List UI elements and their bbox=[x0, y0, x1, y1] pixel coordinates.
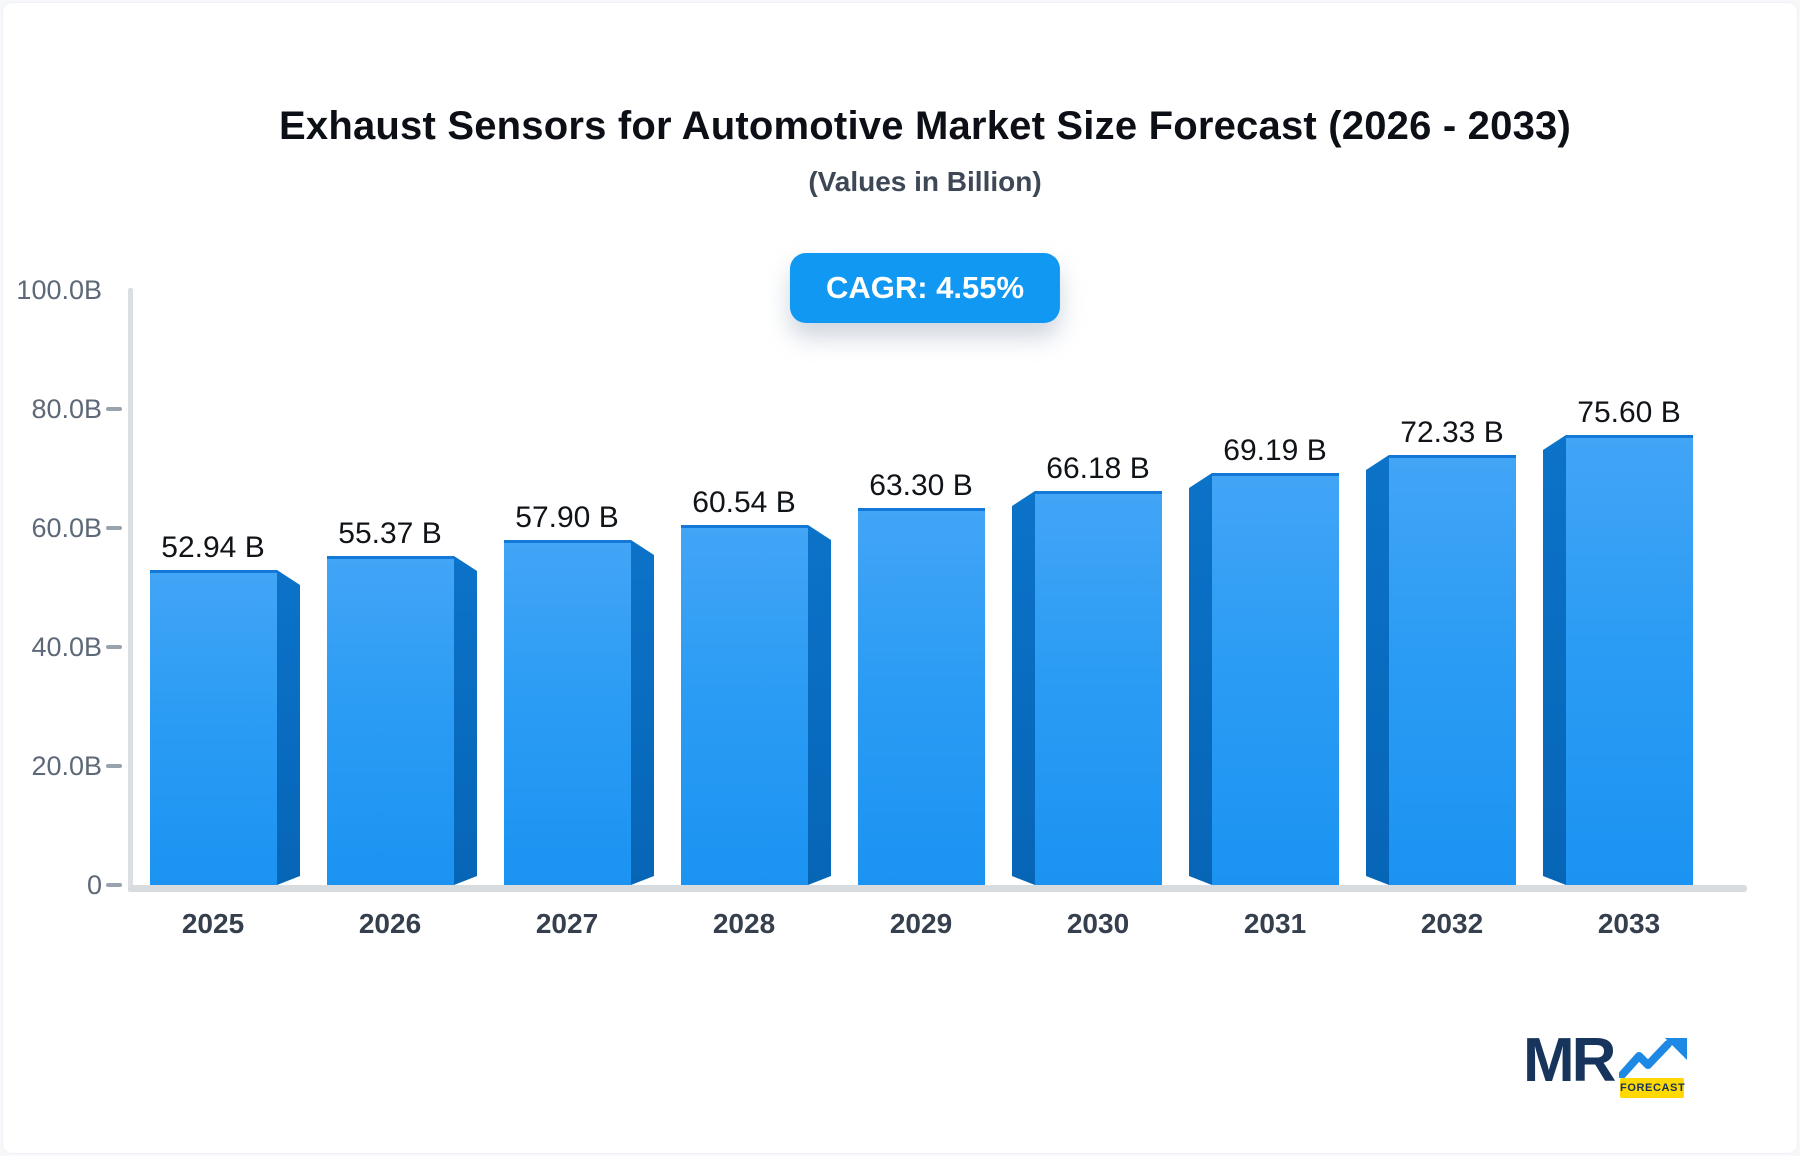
bar-side-face bbox=[631, 540, 654, 885]
bar-value-label: 63.30 B bbox=[869, 469, 973, 502]
bar-side-face bbox=[808, 525, 831, 885]
bar-2025[interactable] bbox=[150, 570, 277, 885]
y-axis-tick bbox=[106, 526, 122, 530]
y-axis-tick bbox=[106, 883, 122, 887]
bar-value-label: 57.90 B bbox=[515, 501, 619, 534]
y-axis-label: 0 bbox=[86, 870, 102, 900]
y-axis-label: 100.0B bbox=[16, 275, 102, 305]
bar-2033[interactable] bbox=[1566, 435, 1693, 885]
bar-2028[interactable] bbox=[681, 525, 808, 885]
bar-2031[interactable] bbox=[1212, 473, 1339, 885]
brand-logo[interactable]: MR FORECAST bbox=[1523, 1028, 1698, 1102]
chart-subtitle: (Values in Billion) bbox=[808, 166, 1042, 197]
logo-trend-arrow-icon bbox=[1619, 1038, 1687, 1078]
y-axis-tick bbox=[106, 407, 122, 411]
bar-2032[interactable] bbox=[1389, 455, 1516, 885]
y-axis-label: 20.0B bbox=[31, 751, 102, 781]
bar-2026[interactable] bbox=[327, 556, 454, 885]
y-axis-line bbox=[128, 288, 133, 892]
x-axis-label-2032: 2032 bbox=[1420, 908, 1484, 939]
bar-value-label: 52.94 B bbox=[161, 531, 265, 564]
bar-side-face bbox=[454, 556, 477, 885]
y-axis-tick bbox=[106, 764, 122, 768]
bar-2027[interactable] bbox=[504, 540, 631, 885]
bar-value-label: 69.19 B bbox=[1223, 434, 1327, 467]
bar-side-face bbox=[1543, 435, 1566, 885]
bar-value-label: 60.54 B bbox=[692, 486, 796, 519]
cagr-badge: CAGR: 4.55% bbox=[789, 253, 1061, 323]
x-axis-label-2027: 2027 bbox=[535, 908, 599, 939]
bar-value-label: 72.33 B bbox=[1400, 416, 1504, 449]
logo-mr-text: MR bbox=[1523, 1026, 1616, 1095]
bar-side-face bbox=[1012, 491, 1035, 885]
y-axis-label: 60.0B bbox=[31, 513, 102, 543]
x-axis-label-2026: 2026 bbox=[358, 908, 422, 939]
x-axis-label-2029: 2029 bbox=[889, 908, 953, 939]
bar-side-face bbox=[1189, 473, 1212, 885]
x-axis-label-2030: 2030 bbox=[1066, 908, 1130, 939]
chart-title: Exhaust Sensors for Automotive Market Si… bbox=[279, 104, 1571, 148]
bar-side-face bbox=[277, 570, 300, 885]
x-axis-label-2031: 2031 bbox=[1243, 908, 1307, 939]
bar-value-label: 66.18 B bbox=[1046, 452, 1150, 485]
bar-2030[interactable] bbox=[1035, 491, 1162, 885]
x-axis-baseline bbox=[128, 885, 1747, 892]
bar-value-label: 75.60 B bbox=[1577, 396, 1681, 429]
x-axis-label-2028: 2028 bbox=[712, 908, 776, 939]
x-axis-label-2033: 2033 bbox=[1597, 908, 1661, 939]
bar-side-face bbox=[1366, 455, 1389, 885]
y-axis-tick bbox=[106, 645, 122, 649]
logo-forecast-text: FORECAST bbox=[1620, 1078, 1685, 1098]
y-axis-label: 80.0B bbox=[31, 394, 102, 424]
bar-2029[interactable] bbox=[858, 508, 985, 885]
bar-value-label: 55.37 B bbox=[338, 517, 442, 550]
y-axis-label: 40.0B bbox=[31, 632, 102, 662]
x-axis-label-2025: 2025 bbox=[181, 908, 245, 939]
